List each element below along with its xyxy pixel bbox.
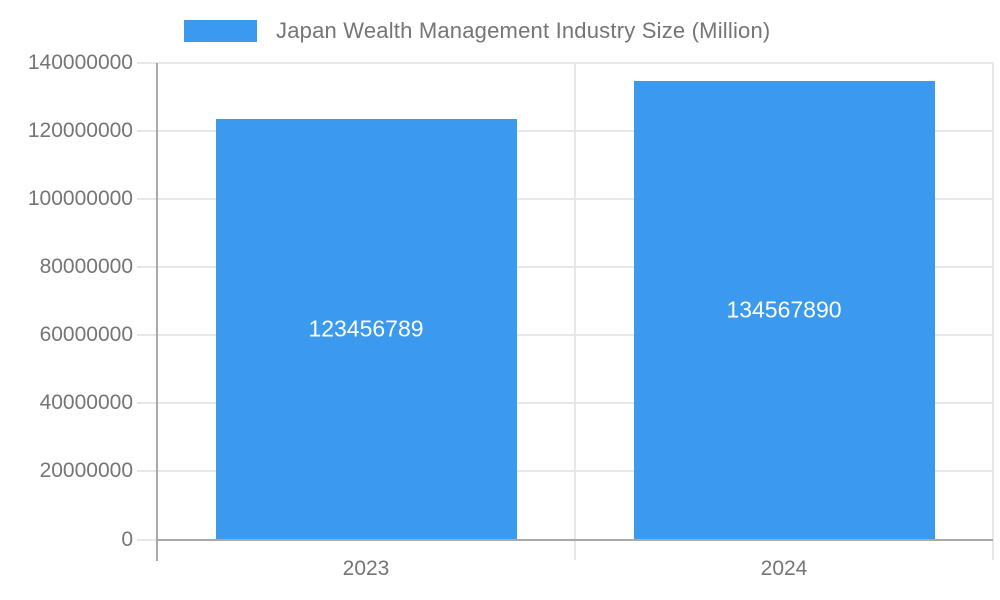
y-axis-tick <box>137 198 157 201</box>
gridline-vertical <box>992 63 994 540</box>
x-axis-tick-label: 2023 <box>342 556 390 580</box>
y-axis-tick-label: 80000000 <box>39 255 133 279</box>
y-axis-tick <box>137 470 157 473</box>
gridline-horizontal <box>157 62 993 64</box>
y-axis-tick-label: 20000000 <box>39 459 133 483</box>
y-axis-tick <box>137 62 157 64</box>
bar-2023[interactable] <box>215 119 517 540</box>
y-axis-tick-label: 140000000 <box>27 51 133 74</box>
y-axis-line <box>156 63 158 561</box>
x-axis-tick <box>992 539 994 560</box>
legend-item[interactable]: Japan Wealth Management Industry Size (M… <box>184 16 770 46</box>
bar-2024[interactable] <box>633 81 935 540</box>
y-axis-tick <box>137 334 157 337</box>
y-axis-tick-label: 100000000 <box>27 187 133 211</box>
y-axis-tick-label: 120000000 <box>27 119 133 143</box>
y-axis-tick-label: 60000000 <box>39 323 133 347</box>
y-axis-tick <box>137 266 157 269</box>
x-axis-tick <box>574 539 576 560</box>
y-axis-tick <box>137 538 157 541</box>
y-axis-tick-label: 0 <box>121 527 133 551</box>
legend-swatch <box>184 20 257 42</box>
x-axis-tick-label: 2024 <box>760 556 808 580</box>
gridline-vertical <box>574 63 576 540</box>
y-axis-tick <box>137 130 157 133</box>
y-axis-tick <box>137 402 157 405</box>
legend-label: Japan Wealth Management Industry Size (M… <box>276 18 771 43</box>
y-axis-tick-label: 40000000 <box>39 391 133 415</box>
